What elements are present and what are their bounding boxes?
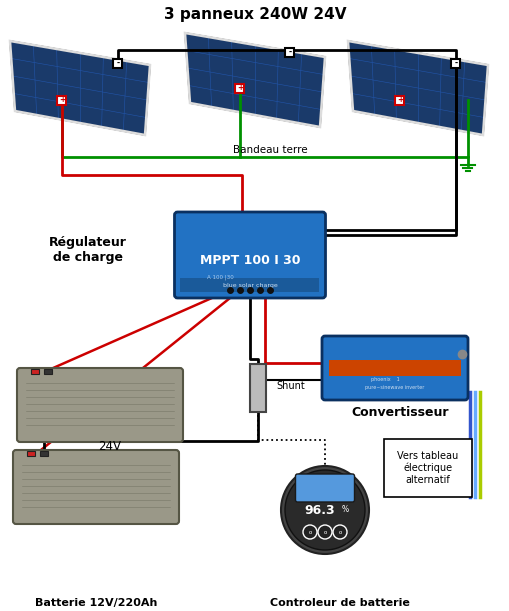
Polygon shape [185, 33, 325, 127]
Bar [27, 451, 35, 456]
Text: -: - [117, 59, 120, 67]
Text: -: - [289, 48, 292, 56]
Bar [181, 278, 320, 292]
Bar [114, 59, 123, 67]
Bar [31, 369, 39, 374]
Text: +: + [397, 95, 403, 104]
Circle shape [285, 470, 365, 550]
Polygon shape [348, 41, 488, 135]
Circle shape [318, 525, 332, 539]
FancyBboxPatch shape [322, 336, 468, 400]
Text: o: o [323, 530, 327, 535]
Text: Controleur de batterie: Controleur de batterie [270, 598, 410, 608]
FancyBboxPatch shape [17, 368, 183, 442]
Text: 96.3: 96.3 [305, 503, 335, 516]
Bar [236, 84, 244, 92]
Circle shape [281, 466, 369, 554]
Circle shape [303, 525, 317, 539]
Text: Bandeau terre: Bandeau terre [233, 145, 307, 155]
Bar [40, 451, 48, 456]
FancyBboxPatch shape [296, 474, 354, 502]
Text: %: % [342, 505, 349, 514]
Text: 24V: 24V [99, 439, 122, 453]
Text: phoenix    1: phoenix 1 [371, 376, 400, 381]
Text: Convertisseur: Convertisseur [351, 406, 449, 420]
FancyBboxPatch shape [175, 212, 325, 298]
Bar [58, 95, 67, 104]
Polygon shape [10, 41, 150, 135]
Text: Régulateur
de charge: Régulateur de charge [49, 236, 127, 264]
Bar [44, 369, 52, 374]
Text: Shunt: Shunt [276, 381, 305, 391]
Text: Batterie 12V/220Ah: Batterie 12V/220Ah [35, 598, 157, 608]
Bar [395, 95, 405, 104]
Bar [384, 439, 472, 497]
Bar [250, 364, 266, 412]
Bar [329, 360, 461, 376]
Text: A 100 |30: A 100 |30 [207, 274, 233, 280]
Text: blue solar charge: blue solar charge [222, 282, 277, 288]
Text: pure~sinewave inverter: pure~sinewave inverter [365, 384, 425, 389]
Text: +: + [59, 95, 65, 104]
Text: +: + [237, 84, 243, 92]
Bar [286, 48, 295, 56]
Text: o: o [338, 530, 342, 535]
Text: -: - [455, 59, 458, 67]
FancyBboxPatch shape [13, 450, 179, 524]
Text: MPPT 100 I 30: MPPT 100 I 30 [200, 254, 300, 266]
Text: o: o [308, 530, 312, 535]
Circle shape [333, 525, 347, 539]
Text: 3 panneux 240W 24V: 3 panneux 240W 24V [164, 7, 346, 23]
Text: Vers tableau
électrique
alternatif: Vers tableau électrique alternatif [398, 451, 459, 485]
Bar [451, 59, 461, 67]
